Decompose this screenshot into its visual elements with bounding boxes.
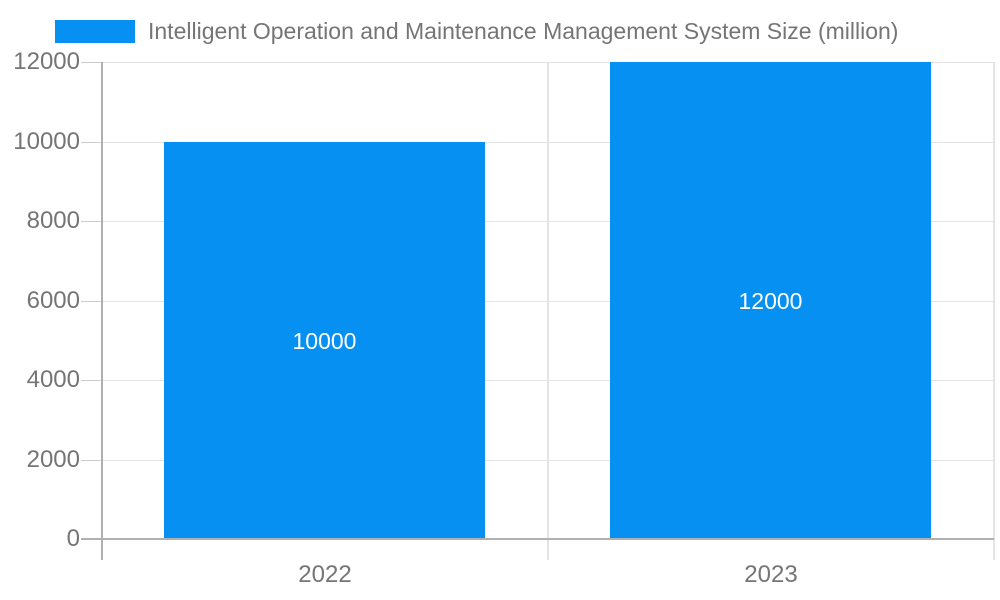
y-axis-tick-label: 6000 (26, 287, 80, 314)
y-axis-tick (81, 62, 102, 63)
y-axis-tick (81, 221, 102, 222)
y-axis-tick (81, 460, 102, 461)
legend-swatch (55, 19, 135, 43)
category-gridline (547, 62, 549, 560)
chart-legend: Intelligent Operation and Maintenance Ma… (55, 17, 898, 45)
y-axis-tick-label: 10000 (13, 128, 80, 155)
y-axis-tick-label: 8000 (26, 207, 80, 234)
y-axis-tick (81, 301, 102, 302)
y-axis-tick-label: 0 (66, 525, 80, 552)
x-axis-tick-label: 2023 (744, 561, 798, 588)
y-axis-tick-label: 12000 (13, 48, 80, 75)
bar-2022 (164, 142, 485, 539)
category-gridline (993, 62, 995, 560)
y-axis-line (101, 62, 103, 560)
x-axis-baseline (81, 538, 994, 540)
x-axis-tick-label: 2022 (298, 561, 352, 588)
y-axis-tick (81, 380, 102, 381)
legend-label: Intelligent Operation and Maintenance Ma… (148, 18, 899, 44)
bar-value-label: 10000 (292, 328, 357, 354)
bar-2023 (610, 62, 931, 539)
y-axis-tick-label: 4000 (26, 366, 80, 393)
y-axis-tick-label: 2000 (26, 446, 80, 473)
bar-value-label: 12000 (738, 288, 803, 314)
y-axis-tick (81, 142, 102, 143)
